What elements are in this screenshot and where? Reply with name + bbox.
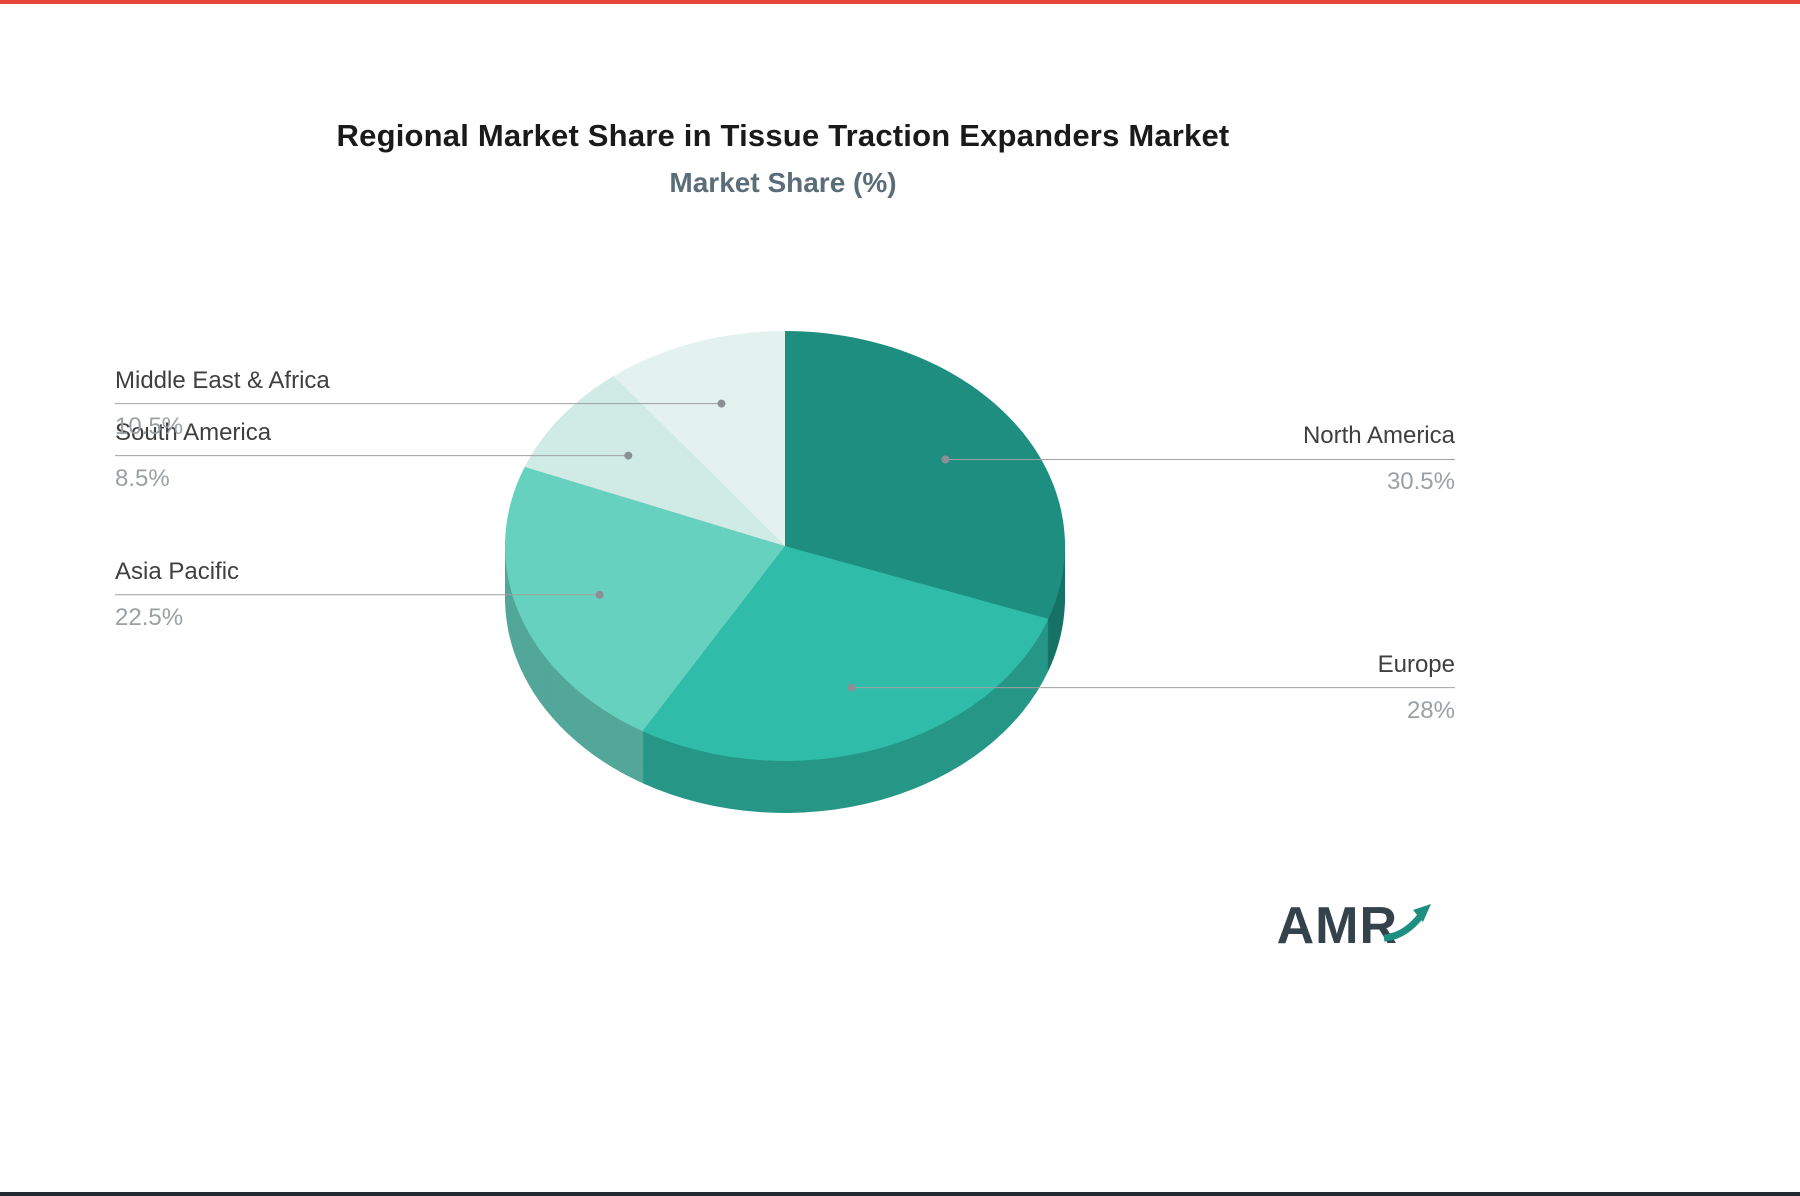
leader-dot-europe: [847, 683, 856, 692]
pie-slice-north-america[interactable]: [785, 331, 1065, 619]
amr-logo-arrow-icon: [1383, 904, 1431, 942]
pie-slice-middle-east-africa[interactable]: [613, 331, 785, 546]
pie-slice-south-america[interactable]: [524, 376, 785, 546]
leader-dot-north-america: [941, 455, 950, 464]
leader-dot-middle-east-africa: [717, 399, 726, 408]
pie-slice-asia-pacific[interactable]: [505, 466, 785, 732]
bottom-accent-strip: [0, 1192, 1800, 1196]
amr-logo-text: AMR: [1276, 897, 1398, 955]
pie-slice-europe[interactable]: [642, 546, 1049, 761]
top-accent-strip: [0, 0, 1800, 4]
leader-dot-south-america: [624, 451, 633, 460]
amr-logo: AMR: [1277, 896, 1434, 956]
chart-title: Regional Market Share in Tissue Traction…: [336, 118, 1230, 153]
chart-subtitle: Market Share (%): [669, 167, 897, 198]
leader-dot-asia-pacific: [595, 590, 604, 599]
